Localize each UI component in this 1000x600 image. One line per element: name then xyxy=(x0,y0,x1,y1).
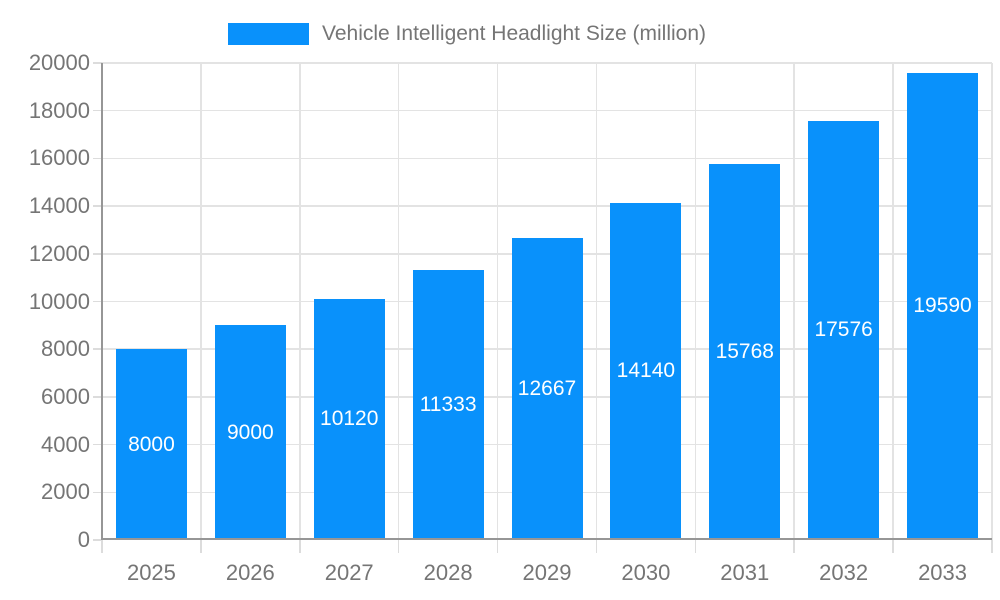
gridline-vertical xyxy=(595,63,598,540)
y-axis-tick-label: 10000 xyxy=(28,288,90,314)
x-axis-tick-mark xyxy=(991,540,993,553)
y-axis-tick-mark xyxy=(93,491,102,494)
x-axis-tick-mark xyxy=(892,540,894,553)
gridline-vertical xyxy=(991,63,993,540)
gridline-vertical xyxy=(299,63,301,540)
x-axis-tick-mark xyxy=(200,540,202,553)
x-axis-tick-label: 2030 xyxy=(621,560,671,585)
y-axis-tick-label: 8000 xyxy=(41,336,90,362)
y-axis-tick-label: 6000 xyxy=(41,383,90,409)
x-axis-tick-mark xyxy=(793,540,795,553)
x-axis-tick-mark xyxy=(299,540,301,553)
x-axis-tick-label: 2029 xyxy=(522,560,572,585)
bar-value-label: 19590 xyxy=(913,294,972,318)
y-axis-tick-mark xyxy=(93,348,102,350)
x-axis-tick-label: 2025 xyxy=(126,560,176,585)
legend-swatch xyxy=(228,23,309,45)
bar-value-label: 9000 xyxy=(226,420,274,444)
x-axis-tick-label: 2026 xyxy=(225,560,275,585)
gridline-horizontal xyxy=(102,109,992,112)
bar-value-label: 14140 xyxy=(616,359,676,383)
bar[interactable] xyxy=(610,202,682,540)
x-axis-tick-label: 2028 xyxy=(423,560,473,585)
bar[interactable] xyxy=(808,120,880,540)
bar[interactable] xyxy=(511,237,583,540)
bar-value-label: 12667 xyxy=(517,376,577,400)
y-axis-tick-mark xyxy=(93,109,102,112)
plot-area: 0 2000 4000 6000 8000 10000 12000 14000 16000 180… xyxy=(29,52,993,584)
y-axis-tick-label: 14000 xyxy=(28,193,90,219)
legend-label: Vehicle Intelligent Headlight Size (mill… xyxy=(322,22,707,45)
y-axis-line xyxy=(101,63,103,540)
y-axis-tick-label: 0 xyxy=(77,527,90,552)
bar-value-label: 10120 xyxy=(320,407,379,431)
x-axis-tick-mark xyxy=(397,540,400,553)
bar[interactable] xyxy=(709,163,781,540)
gridline-vertical xyxy=(892,63,894,540)
bar-value-label: 17576 xyxy=(814,318,873,342)
y-axis-tick-mark xyxy=(93,62,102,64)
gridline-horizontal xyxy=(102,62,992,64)
x-axis-tick-mark xyxy=(595,540,598,553)
x-axis-tick-label: 2033 xyxy=(918,560,968,585)
y-axis-tick-label: 2000 xyxy=(41,479,90,505)
x-axis-tick-mark xyxy=(694,540,697,553)
gridline-vertical xyxy=(397,63,400,540)
x-axis-line xyxy=(102,538,992,540)
y-axis-tick-mark xyxy=(93,443,102,446)
x-axis-tick-mark xyxy=(496,540,499,553)
x-axis-tick-label: 2027 xyxy=(324,560,374,585)
y-axis-tick-mark xyxy=(93,396,102,398)
bar[interactable] xyxy=(214,325,286,540)
y-axis-tick-mark xyxy=(93,205,102,207)
y-axis-tick-label: 20000 xyxy=(28,50,90,75)
bar[interactable] xyxy=(412,269,484,540)
y-axis-tick-mark xyxy=(93,253,102,255)
gridline-horizontal xyxy=(102,205,992,207)
y-axis-tick-label: 4000 xyxy=(41,431,90,457)
gridline-vertical xyxy=(200,63,202,540)
gridline-vertical xyxy=(694,63,697,540)
bar-value-label: 15768 xyxy=(715,339,774,363)
x-axis-tick-mark xyxy=(101,540,103,553)
y-axis-tick-label: 18000 xyxy=(28,97,90,123)
y-axis-tick-mark xyxy=(93,300,102,303)
bar[interactable] xyxy=(115,349,187,540)
y-axis-tick-label: 16000 xyxy=(28,145,90,171)
y-axis-tick-mark xyxy=(93,157,102,160)
y-axis-tick-label: 12000 xyxy=(28,240,90,266)
x-axis-tick-label: 2031 xyxy=(720,560,770,585)
bar[interactable] xyxy=(907,72,979,540)
y-axis-tick-mark xyxy=(93,539,102,541)
gridline-vertical xyxy=(793,63,795,540)
bar-value-label: 8000 xyxy=(128,432,175,456)
x-axis-tick-label: 2032 xyxy=(819,560,869,585)
bar[interactable] xyxy=(313,298,385,540)
gridline-vertical xyxy=(496,63,499,540)
bar-value-label: 11333 xyxy=(419,392,477,416)
gridline-horizontal xyxy=(102,157,992,160)
legend-item[interactable]: Vehicle Intelligent Headlight Size (mill… xyxy=(228,22,706,46)
